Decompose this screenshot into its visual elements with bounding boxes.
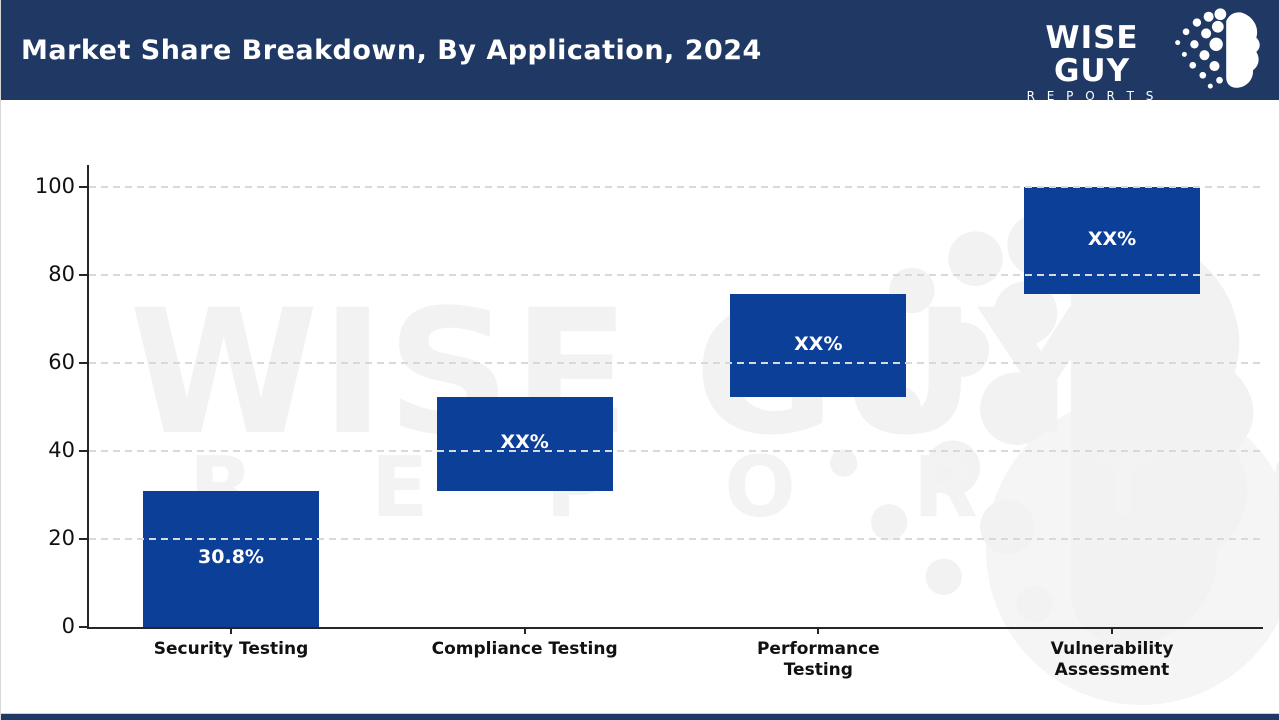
y-tick-mark-80 — [79, 274, 87, 276]
category-label-security-testing: Security Testing — [153, 639, 309, 659]
header-banner: Market Share Breakdown, By Application, … — [1, 0, 1279, 103]
gridline-100 — [89, 186, 1263, 188]
gridline-80 — [89, 274, 1263, 276]
y-tick-label-40: 40 — [48, 438, 75, 462]
watermark-wordmark: WISE GUY — [129, 272, 1106, 473]
y-tick-mark-40 — [79, 450, 87, 452]
bar-value-label-performance-testing: XX% — [794, 332, 843, 355]
bar-value-label-vulnerability-assessment: XX% — [1087, 227, 1137, 250]
page-title: Market Share Breakdown, By Application, … — [21, 34, 762, 66]
y-axis — [87, 165, 89, 629]
x-tick-mark-security-testing — [230, 627, 232, 634]
y-tick-label-60: 60 — [48, 350, 75, 374]
gridline-60 — [89, 362, 1263, 364]
x-tick-mark-vulnerability-assessment — [1111, 627, 1113, 634]
y-tick-label-100: 100 — [34, 174, 75, 198]
y-tick-mark-0 — [79, 626, 87, 628]
x-tick-mark-compliance-testing — [523, 627, 526, 634]
dotted-face-icon — [1175, 8, 1260, 89]
logo-wordmark: WISE GUY — [1045, 20, 1139, 89]
footer-bar — [1, 714, 1279, 720]
logo-subtitle: R E P O R T S — [1026, 89, 1158, 104]
y-tick-mark-100 — [79, 186, 87, 188]
bar-value-label-security-testing: 30.8% — [198, 546, 264, 569]
category-label-vulnerability-assessment: Vulnerability Assessment — [1050, 639, 1174, 681]
watermark-subtitle: R E P O R T S — [189, 438, 1280, 536]
wise-guy-reports-logo: WISE GUY R E P O R T S — [1013, 6, 1263, 103]
category-label-compliance-testing: Compliance Testing — [431, 639, 618, 659]
category-label-performance-testing: Performance Testing — [756, 639, 880, 681]
bar-performance-testing — [730, 294, 907, 398]
y-tick-label-0: 0 — [61, 614, 75, 638]
background-watermark: WISE GUY R E P O R T S — [1, 100, 1280, 714]
y-tick-mark-60 — [79, 362, 87, 364]
y-tick-label-20: 20 — [48, 526, 75, 550]
x-axis — [87, 627, 1263, 629]
footer-hairline — [1, 713, 1279, 714]
bar-security-testing — [143, 491, 319, 627]
x-tick-mark-performance-testing — [817, 627, 820, 634]
logo-text: WISE GUY R E P O R T S — [1013, 22, 1171, 103]
bar-vulnerability-assessment — [1024, 187, 1200, 295]
bar-compliance-testing — [436, 397, 613, 492]
y-tick-label-80: 80 — [48, 262, 75, 286]
gridline-20 — [89, 538, 1263, 540]
gridline-40 — [89, 450, 1263, 452]
bar-value-label-compliance-testing: XX% — [500, 431, 549, 454]
y-tick-mark-20 — [79, 538, 87, 540]
